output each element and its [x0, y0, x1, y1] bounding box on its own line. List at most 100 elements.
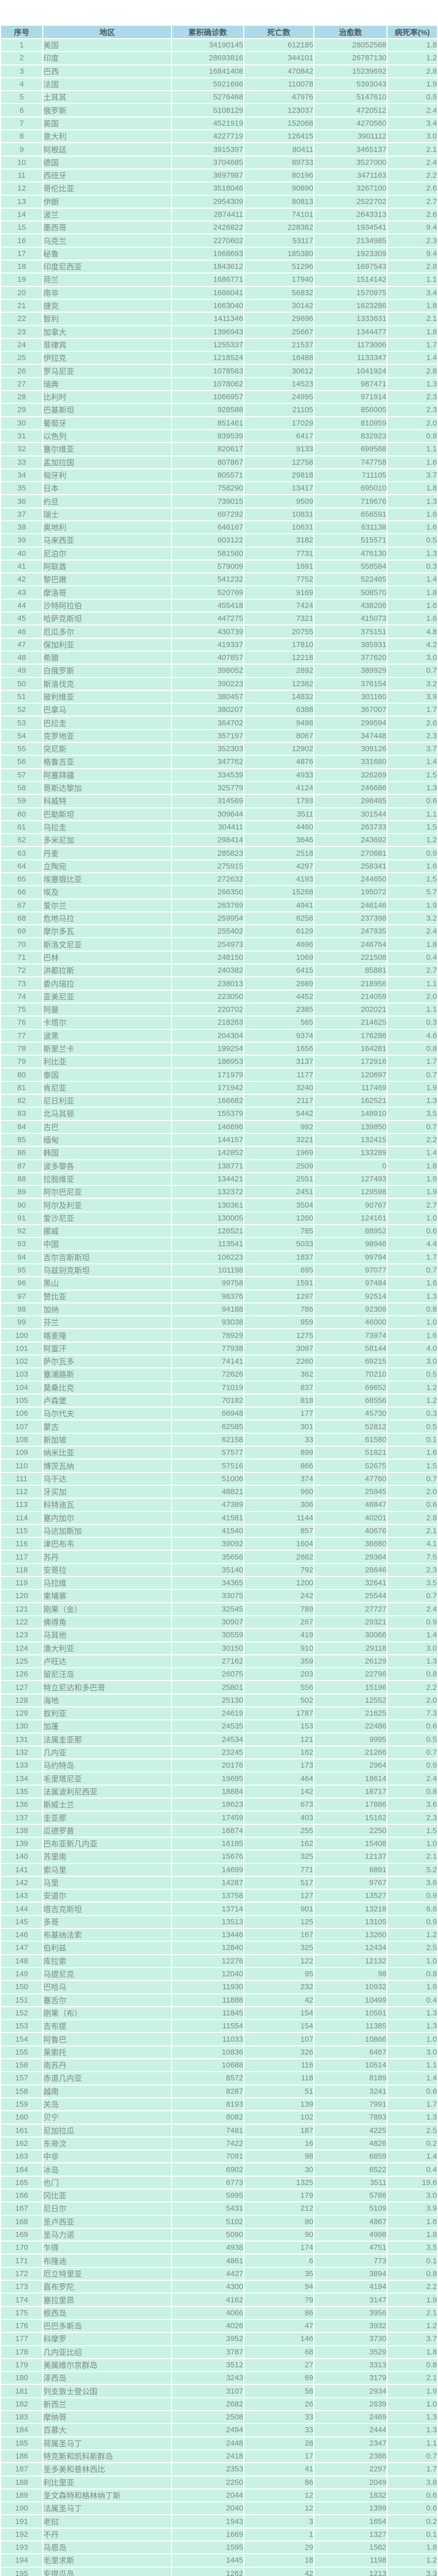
deaths-cell: 30 — [244, 2163, 313, 2176]
region-cell: 巴哈马 — [43, 1981, 171, 1993]
cured-cell: 69215 — [314, 1355, 386, 1368]
rate-cell: 1.6 — [388, 613, 437, 625]
cured-cell: 258341 — [314, 860, 386, 872]
rate-cell: 0.6 — [388, 2489, 437, 2502]
index-cell: 132 — [1, 1746, 42, 1759]
index-cell: 25 — [1, 352, 42, 364]
confirmed-cell: 218263 — [172, 1016, 243, 1029]
deaths-cell: 29818 — [244, 469, 313, 482]
index-cell: 23 — [1, 326, 42, 338]
rate-cell: 1.3 — [388, 1290, 437, 1302]
cured-cell: 711105 — [314, 469, 386, 482]
index-cell: 54 — [1, 730, 42, 742]
confirmed-cell: 93038 — [172, 1316, 243, 1329]
cured-cell: 331680 — [314, 756, 386, 768]
confirmed-cell: 8287 — [172, 2085, 243, 2097]
index-cell: 135 — [1, 1785, 42, 1798]
rate-cell: 2.4 — [388, 1603, 437, 1615]
rate-cell: 1.6 — [388, 1329, 437, 1342]
deaths-cell: 2260 — [244, 1355, 313, 1368]
cured-cell: 13218 — [314, 1903, 386, 1915]
deaths-cell: 7731 — [244, 547, 313, 560]
confirmed-cell: 94188 — [172, 1303, 243, 1316]
region-cell: 意大利 — [43, 130, 171, 143]
rate-cell: 2.0 — [388, 1485, 437, 1498]
index-cell: 43 — [1, 586, 42, 599]
rate-cell: 0.8 — [388, 1968, 437, 1980]
deaths-cell: 116 — [244, 2059, 313, 2072]
deaths-cell: 1144 — [244, 1512, 313, 1524]
region-cell: 墨西哥 — [43, 222, 171, 234]
cured-cell: 47760 — [314, 1472, 386, 1485]
cured-cell: 12137 — [314, 1851, 386, 1863]
confirmed-cell: 2508 — [172, 2411, 243, 2424]
cured-cell: 2444 — [314, 2424, 386, 2436]
confirmed-cell: 98376 — [172, 1290, 243, 1302]
confirmed-cell: 4427 — [172, 2267, 243, 2280]
index-cell: 186 — [1, 2450, 42, 2463]
table-row: 38 奥地利 646167 10631 631138 1.6 — [1, 521, 437, 534]
deaths-cell: 12 — [244, 2502, 313, 2515]
rate-cell: 1.0 — [388, 1316, 437, 1329]
rate-cell: 0.8 — [388, 2359, 437, 2371]
region-cell: 牙买加 — [43, 1485, 171, 1498]
rate-cell: 0.7 — [388, 1069, 437, 1081]
table-row: 88 拉脱维亚 134421 2551 127493 1.9 — [1, 1173, 437, 1185]
rate-cell: 1.8 — [388, 482, 437, 495]
index-cell: 38 — [1, 521, 42, 534]
region-cell: 苏丹 — [43, 1551, 171, 1563]
table-row: 78 斯里兰卡 199254 1656 164281 0.8 — [1, 1042, 437, 1055]
region-cell: 莱索托 — [43, 2046, 171, 2059]
rate-cell: 0.9 — [388, 1916, 437, 1928]
deaths-cell: 2892 — [244, 665, 313, 677]
index-cell: 140 — [1, 1851, 42, 1863]
cured-cell: 4751 — [314, 2242, 386, 2254]
region-cell: 加蓬 — [43, 1720, 171, 1733]
cured-cell: 508570 — [314, 586, 386, 599]
cured-cell: 10499 — [314, 1994, 386, 2006]
cured-cell: 3471163 — [314, 169, 386, 182]
index-cell: 160 — [1, 2111, 42, 2124]
rate-cell: 1.8 — [388, 2228, 437, 2241]
rate-cell: 2.0 — [388, 417, 437, 429]
table-row: 86 韩国 142852 1969 133289 1.4 — [1, 1147, 437, 1159]
cured-cell: 162521 — [314, 1095, 386, 1107]
deaths-cell: 90 — [244, 2228, 313, 2241]
region-cell: 澳大利亚 — [43, 1642, 171, 1654]
cured-cell: 438206 — [314, 599, 386, 612]
index-cell: 21 — [1, 299, 42, 312]
index-cell: 110 — [1, 1460, 42, 1472]
confirmed-cell: 3512 — [172, 2359, 243, 2371]
table-row: 45 哈萨克斯坦 447275 7321 415073 1.6 — [1, 613, 437, 625]
region-cell: 叙利亚 — [43, 1707, 171, 1720]
confirmed-cell: 171979 — [172, 1069, 243, 1081]
index-cell: 178 — [1, 2346, 42, 2358]
index-cell: 154 — [1, 2033, 42, 2045]
cured-cell: 21266 — [314, 1746, 386, 1759]
cured-cell: 29321 — [314, 1616, 386, 1629]
rate-cell: 1.5 — [388, 769, 437, 781]
index-cell: 89 — [1, 1186, 42, 1198]
rate-cell: 5.2 — [388, 1863, 437, 1876]
table-row: 47 保加利亚 419337 17810 385931 4.2 — [1, 638, 437, 651]
cured-cell: 3465137 — [314, 143, 386, 156]
rate-cell: 1.8 — [388, 326, 437, 338]
confirmed-cell: 47389 — [172, 1499, 243, 1511]
table-row: 17 秘鲁 1968693 185380 1923309 9.4 — [1, 247, 437, 260]
region-cell: 匈牙利 — [43, 469, 171, 482]
table-row: 33 孟加拉国 807867 12758 747758 1.6 — [1, 456, 437, 468]
cured-cell: 133289 — [314, 1147, 386, 1159]
confirmed-cell: 13446 — [172, 1929, 243, 1941]
index-cell: 69 — [1, 925, 42, 938]
region-cell: 伊朗 — [43, 195, 171, 208]
confirmed-cell: 11888 — [172, 1994, 243, 2006]
rate-cell: 1.3 — [388, 2411, 437, 2424]
table-row: 124 澳大利亚 30150 910 29118 3.0 — [1, 1642, 437, 1654]
table-row: 174 塞拉里昂 4162 79 3147 1.9 — [1, 2294, 437, 2306]
deaths-cell: 16 — [244, 2137, 313, 2150]
index-cell: 85 — [1, 1133, 42, 1146]
rate-cell: 1.2 — [388, 1394, 437, 1407]
deaths-cell: 3182 — [244, 534, 313, 547]
confirmed-cell: 334539 — [172, 769, 243, 781]
